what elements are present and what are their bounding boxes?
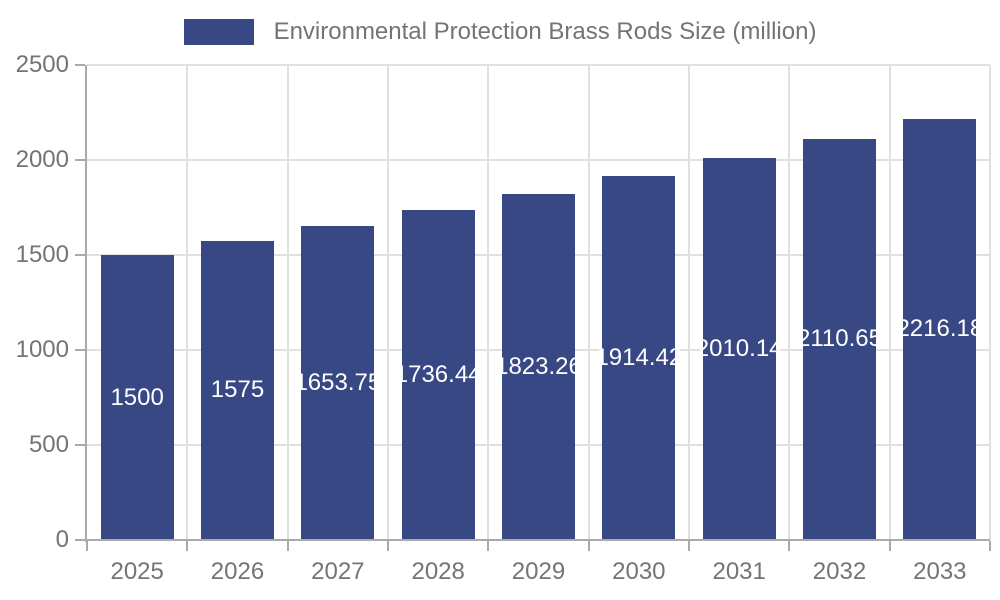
- x-axis-line: [85, 539, 990, 541]
- bar-value-label: 1823.26: [495, 352, 582, 380]
- x-axis-label: 2029: [511, 558, 566, 585]
- v-gridline: [186, 65, 189, 540]
- x-axis-tick: [86, 541, 88, 551]
- bar[interactable]: [401, 210, 475, 540]
- bar[interactable]: [803, 138, 876, 540]
- y-axis-tick: [75, 444, 85, 446]
- x-axis-label: 2028: [411, 558, 465, 585]
- y-axis-tick: [75, 159, 85, 161]
- y-axis-label: 0: [55, 526, 69, 553]
- bar-value-label: 1914.42: [595, 344, 683, 372]
- x-axis-tick: [788, 541, 791, 551]
- bar[interactable]: [903, 118, 977, 540]
- bar[interactable]: [702, 158, 776, 540]
- h-gridline: [87, 64, 990, 66]
- v-gridline: [286, 65, 289, 540]
- x-axis-label: 2025: [110, 558, 164, 585]
- bar-value-label: 2216.18: [896, 315, 984, 343]
- v-gridline: [688, 65, 690, 540]
- x-axis-tick: [989, 541, 991, 551]
- y-axis-label: 1000: [15, 336, 69, 363]
- y-axis-line: [85, 65, 87, 542]
- y-axis-label: 500: [28, 431, 69, 458]
- bar-value-label: 1736.44: [394, 361, 482, 389]
- v-gridline: [387, 65, 389, 540]
- x-axis-label: 2032: [812, 558, 867, 585]
- bar[interactable]: [301, 225, 375, 540]
- x-axis-tick: [286, 541, 289, 551]
- x-axis-tick: [888, 541, 891, 551]
- bar[interactable]: [201, 240, 274, 540]
- x-axis-tick: [487, 541, 490, 551]
- legend-label: Environmental Protection Brass Rods Size…: [273, 18, 817, 45]
- y-axis-tick: [75, 64, 85, 66]
- v-gridline: [989, 65, 991, 540]
- bar-value-label: 1500: [110, 383, 164, 411]
- h-gridline: [87, 159, 990, 161]
- v-gridline: [788, 65, 791, 540]
- y-axis-tick: [75, 539, 85, 541]
- x-axis-label: 2030: [612, 558, 666, 585]
- bar-value-label: 2110.65: [797, 325, 882, 353]
- legend-swatch-icon: [183, 19, 254, 45]
- bar-value-label: 1653.75: [294, 368, 382, 396]
- bar-value-label: 1575: [210, 376, 265, 404]
- x-axis-tick: [186, 541, 189, 551]
- y-axis-label: 1500: [15, 241, 69, 268]
- v-gridline: [587, 65, 590, 540]
- bar[interactable]: [602, 176, 676, 540]
- y-axis-tick: [75, 349, 85, 351]
- legend[interactable]: Environmental Protection Brass Rods Size…: [0, 17, 1000, 47]
- x-axis-label: 2033: [913, 558, 967, 585]
- y-axis-label: 2500: [15, 51, 69, 78]
- bar[interactable]: [502, 193, 575, 540]
- x-axis-tick: [387, 541, 389, 551]
- y-axis-tick: [75, 254, 85, 256]
- x-axis-tick: [587, 541, 590, 551]
- x-axis-tick: [688, 541, 690, 551]
- x-axis-label: 2026: [210, 558, 265, 585]
- bar[interactable]: [100, 255, 174, 540]
- y-axis-label: 2000: [15, 146, 69, 173]
- v-gridline: [888, 65, 891, 540]
- x-axis-label: 2027: [311, 558, 365, 585]
- bar-value-label: 2010.14: [695, 335, 783, 363]
- x-axis-label: 2031: [712, 558, 766, 585]
- v-gridline: [487, 65, 490, 540]
